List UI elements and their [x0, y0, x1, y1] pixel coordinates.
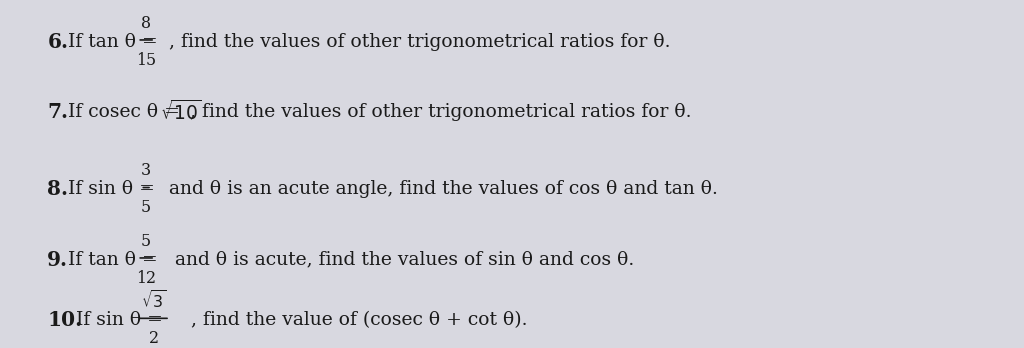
Text: , find the values of other trigonometrical ratios for θ.: , find the values of other trigonometric… [190, 103, 692, 121]
Text: 6.: 6. [47, 32, 69, 52]
Text: If tan θ =: If tan θ = [62, 33, 164, 51]
Text: 7.: 7. [47, 102, 69, 122]
Text: 2: 2 [148, 330, 159, 347]
Text: and θ is acute, find the values of sin θ and cos θ.: and θ is acute, find the values of sin θ… [169, 251, 634, 269]
Text: 3: 3 [141, 162, 152, 179]
Text: If tan θ =: If tan θ = [62, 251, 164, 269]
Text: 9.: 9. [47, 250, 69, 270]
Text: If cosec θ =: If cosec θ = [62, 103, 186, 121]
Text: , find the values of other trigonometrical ratios for θ.: , find the values of other trigonometric… [169, 33, 671, 51]
Text: $\sqrt{10}$: $\sqrt{10}$ [160, 100, 202, 124]
Text: If sin θ =: If sin θ = [62, 180, 161, 198]
Text: and θ is an acute angle, find the values of cos θ and tan θ.: and θ is an acute angle, find the values… [163, 180, 718, 198]
Text: 10.: 10. [47, 310, 83, 330]
Text: 8: 8 [141, 15, 152, 32]
Text: , find the value of (cosec θ + cot θ).: , find the value of (cosec θ + cot θ). [191, 311, 527, 329]
Text: 12: 12 [136, 270, 157, 287]
Text: 5: 5 [141, 199, 152, 216]
Text: If sin θ =: If sin θ = [70, 311, 168, 329]
Text: 15: 15 [136, 52, 157, 69]
Text: $\sqrt{3}$: $\sqrt{3}$ [140, 291, 166, 313]
Text: 8.: 8. [47, 179, 69, 199]
Text: 5: 5 [141, 233, 152, 250]
